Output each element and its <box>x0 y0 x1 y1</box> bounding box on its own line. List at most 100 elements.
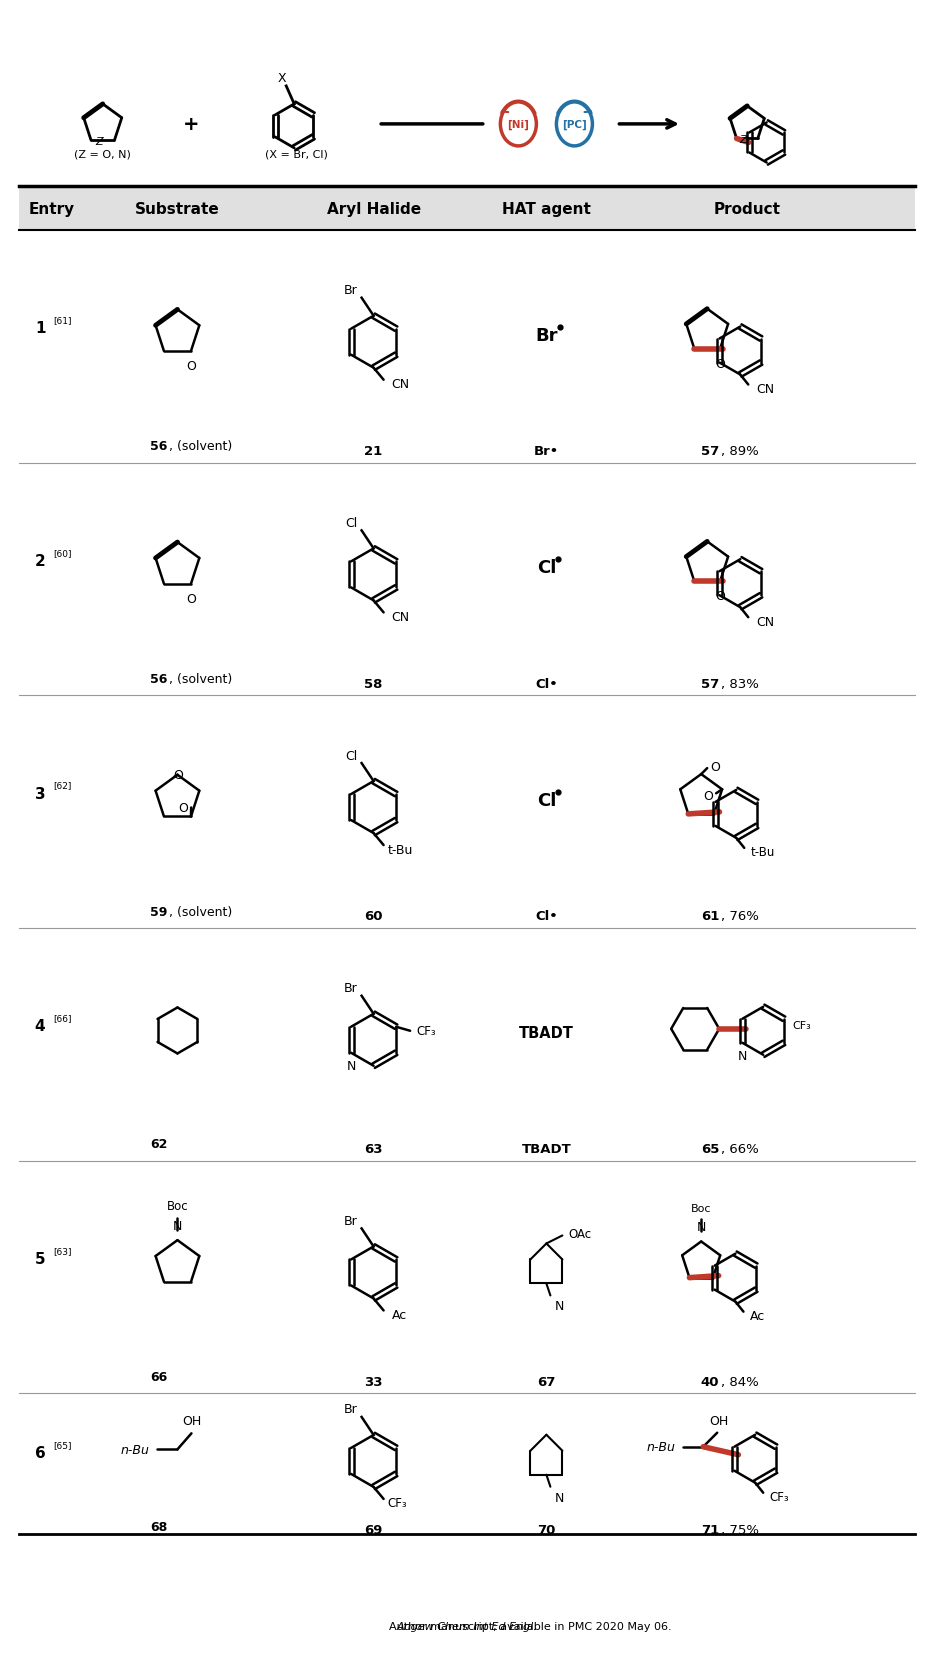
Text: 66: 66 <box>150 1370 167 1384</box>
Text: 69: 69 <box>364 1522 383 1536</box>
Text: 5: 5 <box>35 1251 46 1266</box>
Text: [65]: [65] <box>53 1440 72 1449</box>
Text: [60]: [60] <box>53 549 72 557</box>
Text: 57: 57 <box>700 678 719 691</box>
Bar <box>19 187 915 231</box>
Text: X: X <box>278 72 287 85</box>
Text: Boc: Boc <box>691 1205 712 1213</box>
Text: 70: 70 <box>537 1522 556 1536</box>
Text: [PC]: [PC] <box>562 120 587 130</box>
Text: N: N <box>555 1300 564 1313</box>
Text: Cl: Cl <box>537 559 556 577</box>
Text: 6: 6 <box>35 1445 46 1461</box>
Text: O: O <box>710 760 720 773</box>
Text: 21: 21 <box>364 445 383 458</box>
Text: , 83%: , 83% <box>721 678 759 691</box>
Text: TBADT: TBADT <box>521 1143 572 1156</box>
Text: [66]: [66] <box>53 1014 72 1022</box>
Text: 60: 60 <box>364 910 383 923</box>
Text: OH: OH <box>182 1414 201 1427</box>
Text: OAc: OAc <box>569 1228 591 1240</box>
Text: N: N <box>173 1220 182 1233</box>
Text: , 76%: , 76% <box>721 910 759 923</box>
Text: Br•: Br• <box>534 445 559 458</box>
Text: 1: 1 <box>35 321 46 336</box>
Text: Ac: Ac <box>749 1310 765 1322</box>
Text: Cl: Cl <box>537 791 556 810</box>
Text: Ac: Ac <box>391 1308 407 1322</box>
Text: Br: Br <box>344 284 358 298</box>
Text: CF₃: CF₃ <box>388 1497 407 1509</box>
Text: , (solvent): , (solvent) <box>169 440 233 453</box>
Text: 40: 40 <box>700 1375 719 1389</box>
Text: Z: Z <box>740 136 747 146</box>
Text: t-Bu: t-Bu <box>388 843 413 857</box>
Text: Cl: Cl <box>346 750 358 763</box>
Text: 71: 71 <box>700 1522 719 1536</box>
Text: 57: 57 <box>700 445 719 458</box>
Text: Cl•: Cl• <box>535 678 558 691</box>
Text: Cl: Cl <box>346 517 358 530</box>
Text: N: N <box>738 1049 747 1062</box>
Text: O: O <box>178 801 188 815</box>
Text: O: O <box>186 592 196 606</box>
Text: (Z = O, N): (Z = O, N) <box>75 151 131 161</box>
Text: , (solvent): , (solvent) <box>169 673 233 686</box>
Text: CF₃: CF₃ <box>417 1024 436 1037</box>
Text: OH: OH <box>710 1414 729 1427</box>
Text: Br: Br <box>535 326 558 345</box>
Text: HAT agent: HAT agent <box>502 202 591 216</box>
Text: Substrate: Substrate <box>135 202 219 216</box>
Text: Br: Br <box>344 1402 358 1415</box>
Text: 56: 56 <box>150 673 167 686</box>
Text: Entry: Entry <box>28 202 75 216</box>
Text: Product: Product <box>714 202 781 216</box>
Text: 65: 65 <box>700 1143 719 1156</box>
Text: 63: 63 <box>364 1143 383 1156</box>
Text: n-Bu: n-Bu <box>120 1442 149 1456</box>
Text: N: N <box>555 1491 564 1504</box>
Text: CF₃: CF₃ <box>770 1491 789 1504</box>
Text: Angew Chem Int Ed Engl.: Angew Chem Int Ed Engl. <box>397 1621 537 1631</box>
Text: Author manuscript; available in PMC 2020 May 06.: Author manuscript; available in PMC 2020… <box>262 1621 672 1631</box>
Text: n-Bu: n-Bu <box>646 1440 675 1454</box>
Text: O: O <box>174 770 183 781</box>
Text: 2: 2 <box>35 554 46 569</box>
Text: , 66%: , 66% <box>721 1143 759 1156</box>
Text: , (solvent): , (solvent) <box>169 905 233 918</box>
Text: 4: 4 <box>35 1019 46 1034</box>
Text: [Ni]: [Ni] <box>507 120 530 130</box>
Text: Br: Br <box>344 1215 358 1228</box>
Text: CF₃: CF₃ <box>792 1021 811 1031</box>
Text: CN: CN <box>391 378 410 391</box>
Text: t-Bu: t-Bu <box>750 847 774 858</box>
Text: Br: Br <box>344 982 358 995</box>
Text: TBADT: TBADT <box>519 1026 573 1041</box>
Text: Aryl Halide: Aryl Halide <box>327 202 420 216</box>
Text: 61: 61 <box>700 910 719 923</box>
Text: CN: CN <box>391 611 410 624</box>
Text: +: + <box>183 115 200 134</box>
Text: 56: 56 <box>150 440 167 453</box>
Text: 68: 68 <box>150 1521 167 1532</box>
Text: [63]: [63] <box>53 1246 72 1255</box>
Text: O: O <box>715 358 725 370</box>
Text: (X = Br, Cl): (X = Br, Cl) <box>264 151 328 161</box>
Text: O: O <box>703 790 713 803</box>
Text: O: O <box>186 360 196 373</box>
Text: O: O <box>715 591 725 602</box>
Text: 62: 62 <box>150 1138 167 1151</box>
Text: , 84%: , 84% <box>721 1375 759 1389</box>
Text: 58: 58 <box>364 678 383 691</box>
Text: , 89%: , 89% <box>721 445 759 458</box>
Text: Boc: Boc <box>166 1200 189 1213</box>
Text: 3: 3 <box>35 786 46 801</box>
Text: N: N <box>697 1221 706 1233</box>
Text: [61]: [61] <box>53 316 72 325</box>
Text: Z: Z <box>95 137 103 147</box>
Text: [62]: [62] <box>53 781 72 790</box>
Text: 67: 67 <box>537 1375 556 1389</box>
Text: N: N <box>347 1059 356 1072</box>
Text: Cl•: Cl• <box>535 910 558 923</box>
Text: , 75%: , 75% <box>721 1522 759 1536</box>
